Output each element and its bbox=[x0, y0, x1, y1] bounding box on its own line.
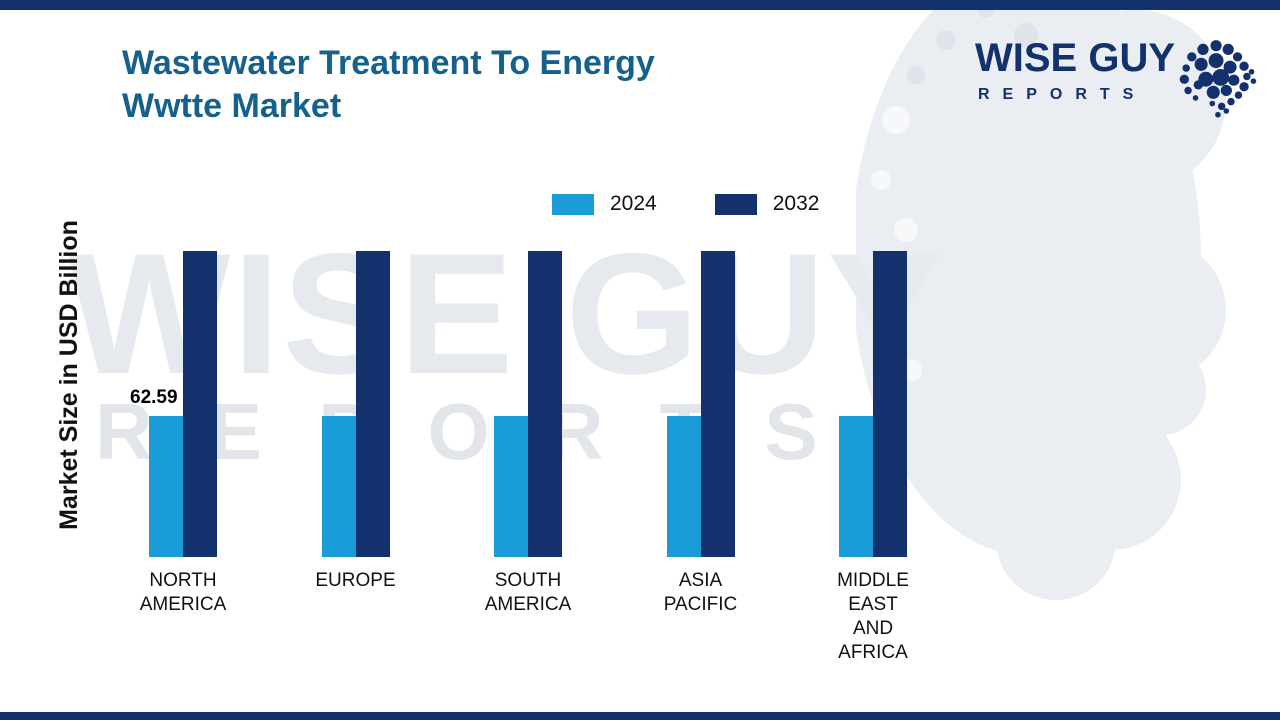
top-brand-strip bbox=[0, 0, 1280, 10]
category-label-north-america: NORTH AMERICA bbox=[139, 570, 227, 615]
legend-item-2032: 2032 bbox=[714, 192, 820, 216]
logo-sub-text: REPORTS bbox=[978, 86, 1147, 103]
category-label-south-america: SOUTH AMERICA bbox=[484, 570, 572, 615]
wise-guy-reports-logo: WISE GUY REPORTS bbox=[975, 36, 1259, 130]
bar-group-north-america bbox=[108, 251, 258, 557]
logo-brand-text: WISE GUY bbox=[975, 36, 1176, 80]
bar-2024-south-america bbox=[494, 416, 528, 557]
page-title-line-1: Wastewater Treatment To Energy bbox=[122, 44, 655, 82]
y-axis-label: Market Size in USD Billion bbox=[55, 220, 83, 530]
page-title-line-2: Wwtte Market bbox=[122, 86, 342, 125]
bar-2024-middle-east-and-africa bbox=[839, 416, 873, 557]
bar-group-europe bbox=[281, 251, 431, 557]
bar-2032-middle-east-and-africa bbox=[873, 251, 907, 557]
logo-head-dots-icon bbox=[1179, 40, 1257, 118]
category-label-middle-east-and-africa: MIDDLE EAST AND AFRICA bbox=[837, 570, 909, 663]
legend-label-2024: 2024 bbox=[610, 192, 657, 215]
bottom-brand-strip bbox=[0, 712, 1280, 720]
bar-2032-south-america bbox=[528, 251, 562, 557]
bars-row bbox=[108, 240, 948, 557]
legend-swatch-2024 bbox=[552, 193, 594, 215]
legend-label-2032: 2032 bbox=[772, 192, 820, 215]
category-label-asia-pacific: ASIA PACIFIC bbox=[663, 570, 738, 615]
logo-text: WISE GUY REPORTS bbox=[975, 36, 1175, 104]
category-labels-row: NORTH AMERICA EUROPE SOUTH AMERICA ASIA PAC… bbox=[108, 569, 948, 665]
bar-2032-north-america bbox=[183, 251, 217, 557]
bar-chart: 62.59 NORTH AMERICA EUROPE SOUTH AMERICA AS… bbox=[108, 240, 948, 665]
page-title: Wastewater Treatment To Energy Wwtte Mar… bbox=[122, 42, 822, 127]
bar-2024-north-america bbox=[149, 416, 183, 557]
bar-2024-europe bbox=[321, 416, 356, 557]
watermark-face bbox=[856, 0, 1226, 600]
legend-swatch-2032 bbox=[714, 193, 757, 215]
bar-2024-asia-pacific bbox=[666, 416, 701, 557]
bar-group-middle-east-and-africa bbox=[798, 251, 948, 557]
bar-2032-asia-pacific bbox=[700, 251, 735, 557]
bar-2032-europe bbox=[355, 251, 390, 557]
bar-group-south-america bbox=[453, 251, 603, 557]
data-label-north-america-2024: 62.59 bbox=[130, 387, 178, 408]
legend-item-2024: 2024 bbox=[552, 192, 657, 216]
bar-group-asia-pacific bbox=[626, 251, 776, 557]
category-label-europe: EUROPE bbox=[315, 570, 396, 591]
legend: 2024 2032 bbox=[552, 192, 819, 216]
